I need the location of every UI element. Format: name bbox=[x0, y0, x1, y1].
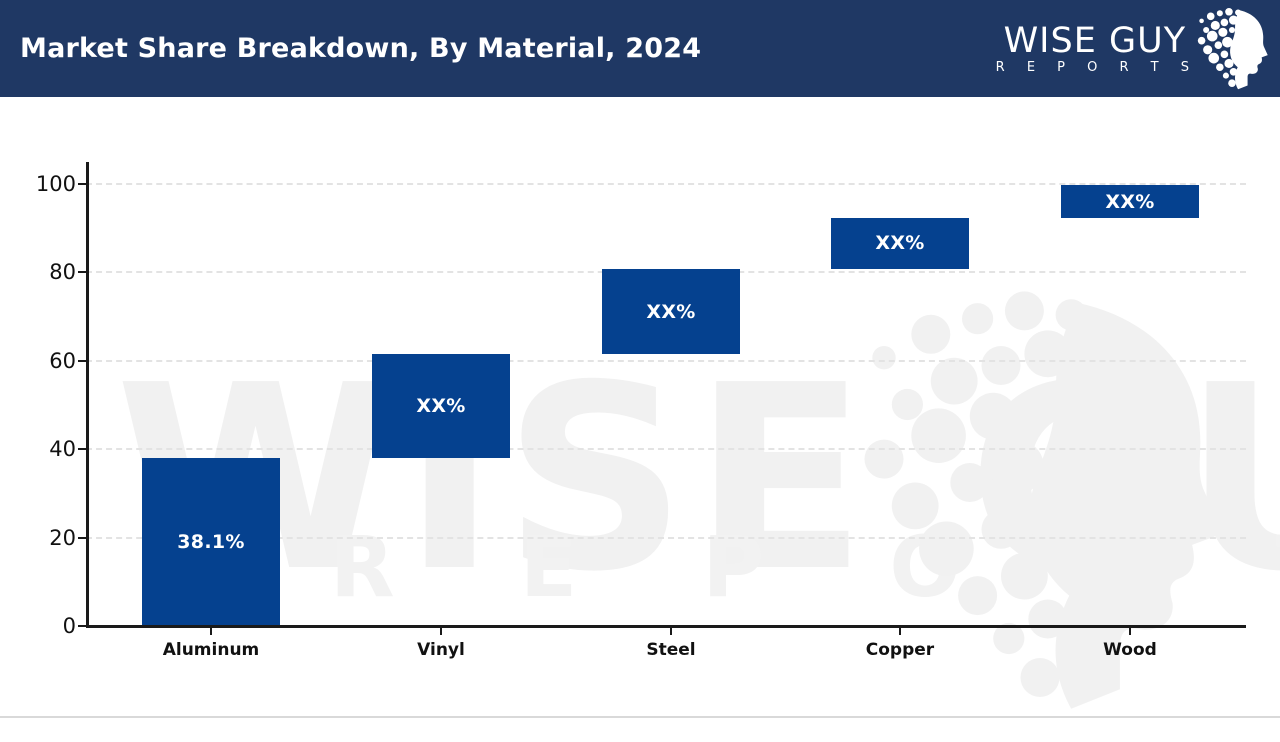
bar-value-label: XX% bbox=[416, 394, 466, 417]
gridline-100 bbox=[86, 183, 1246, 185]
wiseguy-logo-text: WISE GUY R E P O R T S bbox=[992, 20, 1198, 76]
logo-wordmark: WISE GUY bbox=[1003, 20, 1187, 61]
y-tick-label: 20 bbox=[49, 525, 76, 550]
gridline-60 bbox=[86, 359, 1246, 362]
chart-plot-area: WISE GUY R E P O R T S 02040608010038.1%… bbox=[0, 97, 1280, 697]
y-tick-mark bbox=[78, 359, 86, 362]
y-axis-line bbox=[86, 162, 89, 628]
x-axis-line bbox=[86, 625, 1246, 628]
bottom-divider bbox=[0, 716, 1280, 718]
bar-wood: XX% bbox=[1061, 185, 1199, 219]
bar-value-label: XX% bbox=[1105, 190, 1155, 213]
bar-value-label: 38.1% bbox=[177, 530, 245, 553]
x-category-label: Aluminum bbox=[162, 640, 260, 660]
x-tick-mark bbox=[210, 628, 212, 635]
watermark-head-icon bbox=[845, 262, 1235, 742]
x-tick-mark bbox=[670, 628, 672, 635]
y-tick-mark bbox=[78, 271, 86, 274]
gridline-40 bbox=[86, 448, 1246, 451]
gridline-20 bbox=[86, 536, 1246, 539]
header-bar: Market Share Breakdown, By Material, 202… bbox=[0, 0, 1280, 97]
x-tick-mark bbox=[1129, 628, 1131, 635]
y-tick-mark bbox=[78, 448, 86, 451]
x-category-label: Vinyl bbox=[417, 640, 465, 660]
bar-value-label: XX% bbox=[646, 300, 696, 323]
x-tick-mark bbox=[899, 628, 901, 635]
x-category-label: Steel bbox=[646, 640, 696, 660]
y-tick-label: 80 bbox=[49, 260, 76, 285]
x-category-label: Copper bbox=[865, 640, 935, 660]
x-tick-mark bbox=[440, 628, 442, 635]
x-category-label: Wood bbox=[1103, 640, 1157, 660]
y-tick-label: 100 bbox=[35, 172, 76, 196]
y-tick-label: 0 bbox=[62, 614, 76, 638]
bar-value-label: XX% bbox=[875, 232, 925, 255]
screenshot-root: { "header": { "title": "Market Share Bre… bbox=[0, 0, 1280, 720]
y-tick-label: 60 bbox=[49, 348, 76, 373]
bar-aluminum: 38.1% bbox=[142, 457, 280, 626]
watermark-wordmark: WISE GUY bbox=[115, 331, 1280, 628]
y-tick-label: 40 bbox=[49, 437, 76, 462]
y-tick-mark bbox=[78, 183, 86, 185]
wiseguy-head-icon bbox=[1194, 7, 1270, 91]
logo-subtitle: R E P O R T S bbox=[995, 60, 1198, 76]
wiseguy-logo: WISE GUY R E P O R T S bbox=[992, 6, 1270, 92]
bar-steel: XX% bbox=[602, 268, 740, 355]
page-title: Market Share Breakdown, By Material, 202… bbox=[20, 33, 702, 64]
y-tick-mark bbox=[78, 625, 86, 627]
bar-copper: XX% bbox=[831, 218, 969, 269]
y-tick-mark bbox=[78, 536, 86, 539]
bar-vinyl: XX% bbox=[372, 354, 510, 458]
